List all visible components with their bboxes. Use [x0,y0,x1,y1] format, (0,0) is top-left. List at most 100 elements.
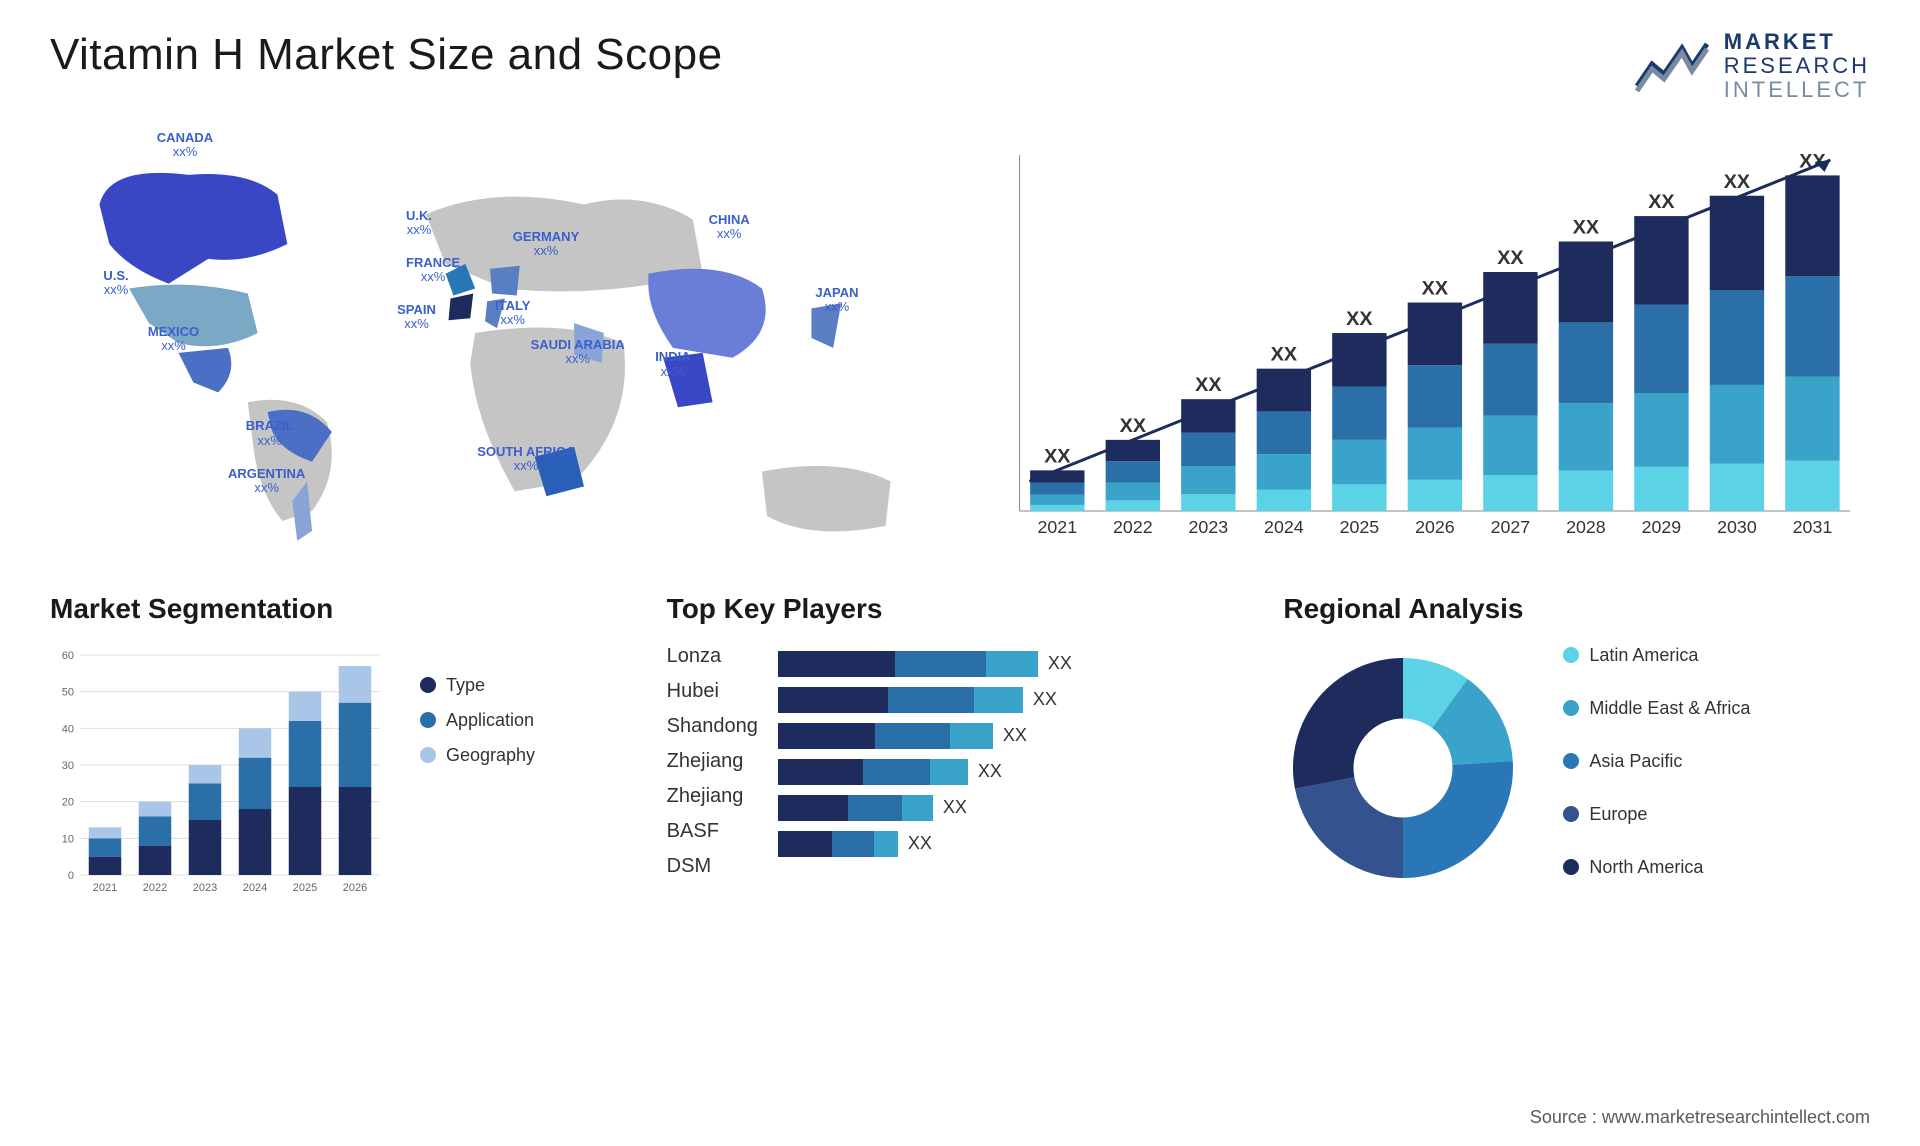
regional-legend-item: Europe [1563,804,1750,825]
map-label-india: INDIAxx% [655,350,690,379]
regional-legend-item: Latin America [1563,645,1750,666]
map-label-u-s-: U.S.xx% [103,269,128,298]
map-label-south-africa: SOUTH AFRICAxx% [477,445,575,474]
svg-text:2021: 2021 [93,882,117,894]
svg-text:XX: XX [1497,247,1524,269]
logo: MARKET RESEARCH INTELLECT [1632,30,1870,103]
player-name: Shandong [667,715,758,738]
source-text: Source : www.marketresearchintellect.com [1530,1107,1870,1128]
player-bar-label: XX [1003,725,1027,746]
donut-svg [1283,648,1523,888]
header: Vitamin H Market Size and Scope MARKET R… [50,30,1870,103]
player-name: Lonza [667,645,758,668]
svg-text:20: 20 [62,796,74,808]
svg-text:0: 0 [68,870,74,882]
svg-text:2026: 2026 [1415,516,1455,536]
svg-text:XX: XX [1346,308,1373,330]
segmentation-svg: 0 10 20 30 40 50 60 2021 2022 2023 2024 2025 2026 [50,645,390,905]
map-label-italy: ITALYxx% [495,299,530,328]
player-bar-label: XX [908,833,932,854]
page-title: Vitamin H Market Size and Scope [50,30,723,80]
map-label-brazil: BRAZILxx% [246,419,294,448]
logo-line-2: RESEARCH [1724,54,1870,78]
map-label-china: CHINAxx% [709,213,750,242]
seg-legend-application: Application [420,710,535,731]
player-bar-row: XX [778,723,1253,749]
regional-legend: Latin America Middle East & Africa Asia Pa… [1563,645,1750,892]
svg-text:40: 40 [62,723,74,735]
big-bar-chart: XX 2021 XX 2022 XX 2023 XX 2024 XX 2025 XX 2026 XX 20… [980,123,1870,553]
big-bar-svg: XX 2021 XX 2022 XX 2023 XX 2024 XX 2025 XX 2026 XX 20… [980,123,1870,553]
player-bar-row: XX [778,795,1253,821]
svg-text:XX: XX [1120,415,1147,437]
map-label-germany: GERMANYxx% [513,230,579,259]
svg-text:2022: 2022 [1113,516,1153,536]
player-bar-label: XX [1048,653,1072,674]
players-bars: XXXXXXXXXXXX [778,645,1253,878]
svg-text:2031: 2031 [1793,516,1833,536]
top-row: CANADAxx% U.S.xx% MEXICOxx% BRAZILxx% ARGENT… [50,123,1870,553]
player-bar-label: XX [943,797,967,818]
player-bar-row: XX [778,759,1253,785]
regional-legend-item: Middle East & Africa [1563,698,1750,719]
svg-text:2027: 2027 [1491,516,1531,536]
map-label-saudi-arabia: SAUDI ARABIAxx% [531,338,625,367]
players-title: Top Key Players [667,593,1254,625]
regional-panel: Regional Analysis Latin America Middle Ea… [1283,593,1870,905]
map-label-argentina: ARGENTINAxx% [228,467,305,496]
svg-text:2023: 2023 [1189,516,1229,536]
map-label-japan: JAPANxx% [815,286,858,315]
segmentation-title: Market Segmentation [50,593,637,625]
svg-text:XX: XX [1271,343,1298,365]
svg-text:XX: XX [1573,216,1600,238]
seg-legend-geography: Geography [420,745,535,766]
player-bar-row: XX [778,831,1253,857]
svg-text:XX: XX [1044,445,1071,467]
logo-icon [1632,36,1712,96]
regional-legend-item: North America [1563,857,1750,878]
player-bar-label: XX [1033,689,1057,710]
svg-text:2024: 2024 [1264,516,1304,536]
bottom-row: Market Segmentation 0 10 20 30 40 50 60 2021 202… [50,593,1870,905]
svg-text:2025: 2025 [293,882,317,894]
map-label-spain: SPAINxx% [397,303,436,332]
players-list: LonzaHubeiShandongZhejiangZhejiangBASFDS… [667,645,758,878]
svg-text:2030: 2030 [1717,516,1757,536]
svg-text:50: 50 [62,686,74,698]
regional-legend-item: Asia Pacific [1563,751,1750,772]
regional-title: Regional Analysis [1283,593,1870,625]
svg-text:2029: 2029 [1642,516,1682,536]
player-bar-row: XX [778,651,1253,677]
svg-text:2023: 2023 [193,882,217,894]
svg-text:2026: 2026 [343,882,367,894]
svg-text:2022: 2022 [143,882,167,894]
logo-line-1: MARKET [1724,30,1870,54]
svg-text:2025: 2025 [1340,516,1380,536]
logo-line-3: INTELLECT [1724,78,1870,102]
svg-text:2028: 2028 [1566,516,1606,536]
svg-text:XX: XX [1195,374,1222,396]
svg-text:2024: 2024 [243,882,267,894]
map-label-u-k-: U.K.xx% [406,209,432,238]
players-panel: Top Key Players LonzaHubeiShandongZhejia… [667,593,1254,905]
segmentation-legend: Type Application Geography [420,645,535,780]
svg-text:XX: XX [1648,191,1675,213]
svg-text:XX: XX [1724,170,1751,192]
player-name: Zhejiang [667,785,758,808]
seg-legend-type: Type [420,675,535,696]
world-map: CANADAxx% U.S.xx% MEXICOxx% BRAZILxx% ARGENT… [50,123,940,553]
svg-text:60: 60 [62,650,74,662]
player-name: Zhejiang [667,750,758,773]
player-name: BASF [667,820,758,843]
svg-text:10: 10 [62,833,74,845]
map-label-france: FRANCExx% [406,256,460,285]
svg-text:XX: XX [1422,277,1449,299]
player-name: DSM [667,855,758,878]
map-label-canada: CANADAxx% [157,131,213,160]
player-bar-label: XX [978,761,1002,782]
svg-text:30: 30 [62,760,74,772]
segmentation-panel: Market Segmentation 0 10 20 30 40 50 60 2021 202… [50,593,637,905]
svg-text:2021: 2021 [1038,516,1078,536]
map-label-mexico: MEXICOxx% [148,325,199,354]
player-bar-row: XX [778,687,1253,713]
